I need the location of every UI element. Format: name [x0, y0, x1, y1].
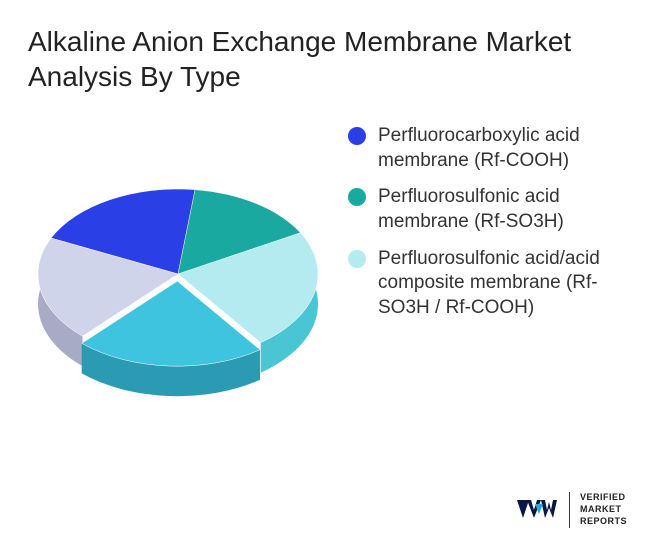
legend-dot	[348, 188, 366, 206]
legend-item: Perfluorosulfonic acid/acid composite me…	[348, 247, 627, 321]
legend-label: Perfluorosulfonic acid/acid composite me…	[378, 247, 627, 321]
legend-label: Perfluorocarboxylic acid membrane (Rf-CO…	[378, 124, 627, 173]
logo-mark-icon	[515, 496, 559, 524]
logo-text: VERIFIED MARKET REPORTS	[580, 492, 627, 527]
legend-label: Perfluorosulfonic acid membrane (Rf-SO3H…	[378, 185, 627, 234]
legend-dot	[348, 127, 366, 145]
legend-dot	[348, 250, 366, 268]
chart-container: Alkaline Anion Exchange Membrane Market …	[0, 0, 655, 548]
chart-title: Alkaline Anion Exchange Membrane Market …	[28, 24, 627, 94]
legend-item: Perfluorosulfonic acid membrane (Rf-SO3H…	[348, 185, 627, 234]
logo-text-line: VERIFIED	[580, 492, 627, 504]
logo-text-line: MARKET	[580, 504, 627, 516]
logo-divider	[569, 492, 570, 528]
content-row: Perfluorocarboxylic acid membrane (Rf-CO…	[28, 124, 627, 414]
legend: Perfluorocarboxylic acid membrane (Rf-CO…	[348, 124, 627, 333]
logo-text-line: REPORTS	[580, 516, 627, 528]
pie-chart	[28, 154, 328, 414]
legend-item: Perfluorocarboxylic acid membrane (Rf-CO…	[348, 124, 627, 173]
brand-logo: VERIFIED MARKET REPORTS	[515, 492, 627, 528]
